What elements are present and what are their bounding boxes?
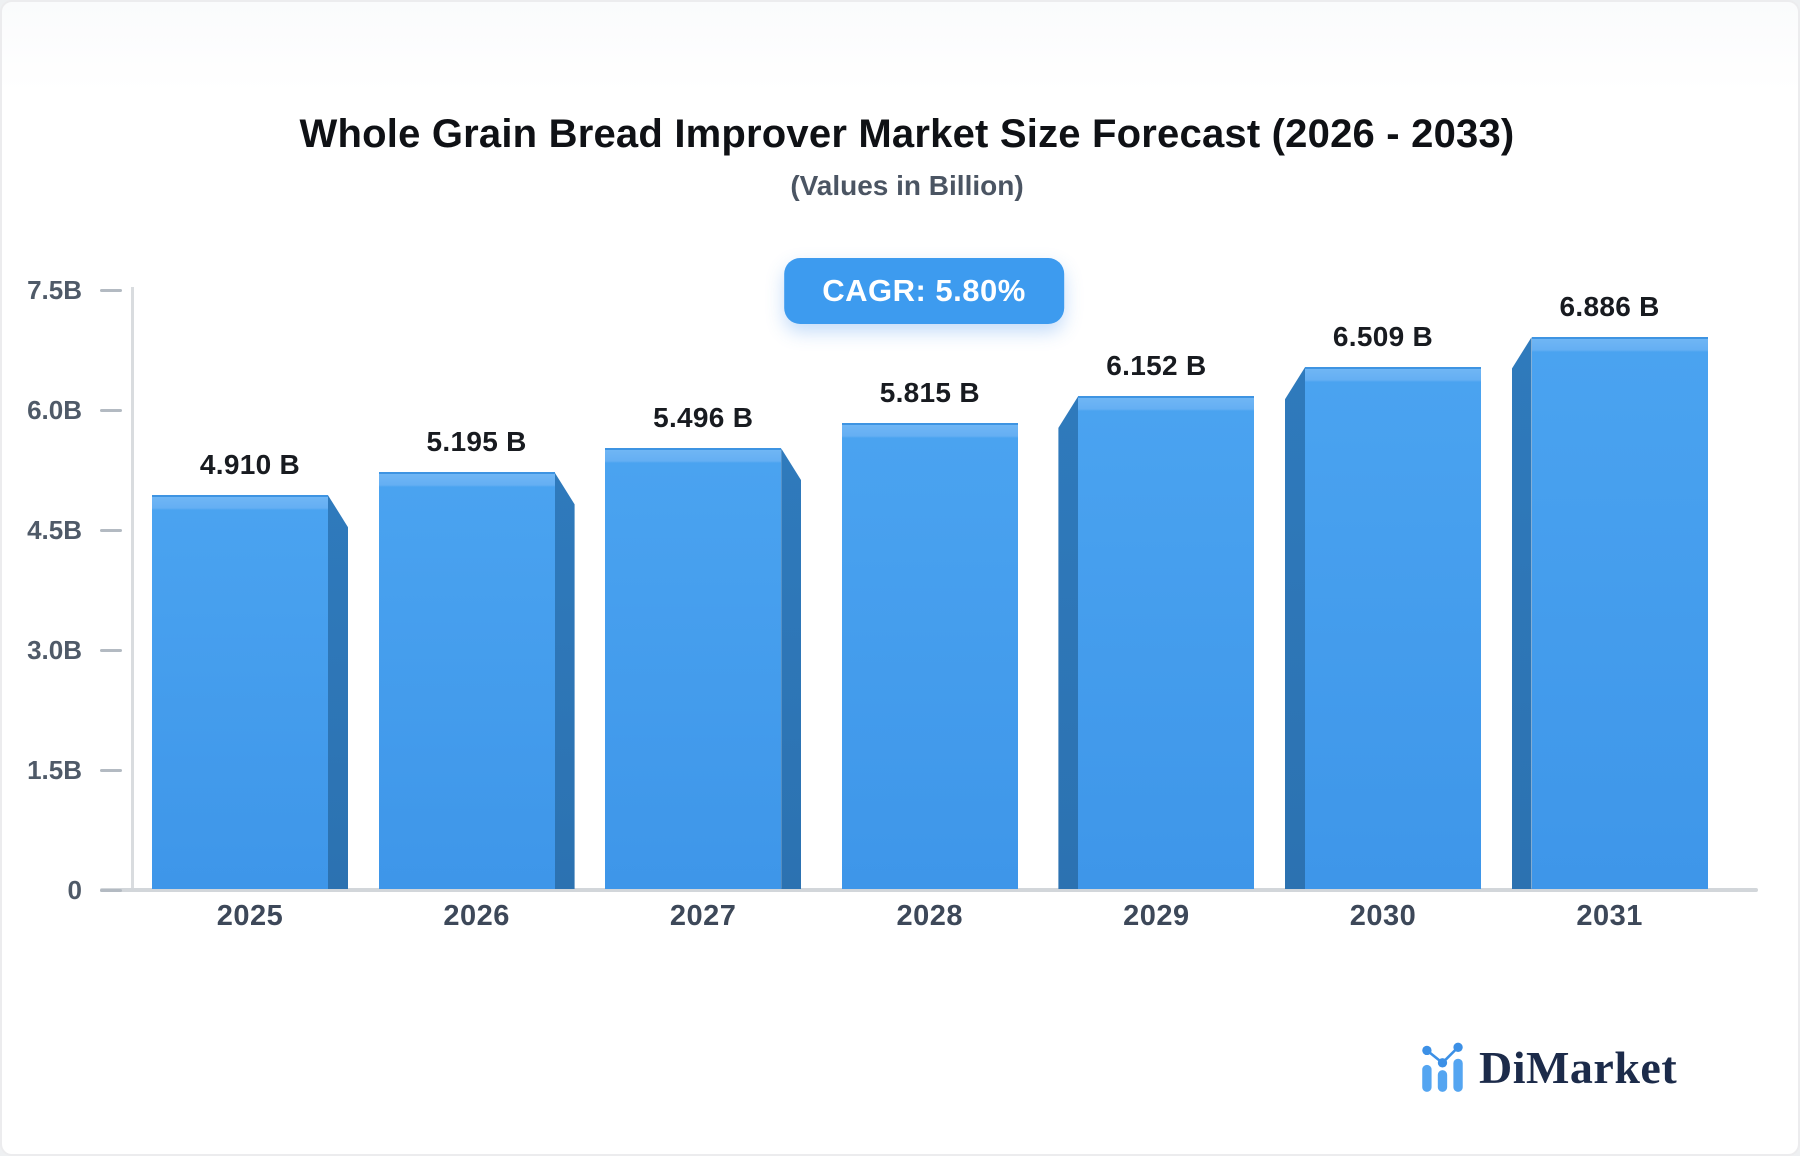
y-axis-line [131, 287, 134, 890]
x-axis-label: 2026 [443, 900, 510, 932]
bar-2029-side-face [1058, 395, 1079, 889]
dimarket-logo-icon [1422, 1042, 1463, 1092]
bar-2026-side-face [554, 472, 575, 889]
bar-2031 [1531, 337, 1708, 889]
bar-2025 [152, 495, 328, 889]
y-axis-tick [100, 288, 122, 292]
chart-subtitle: (Values in Billion) [790, 170, 1024, 201]
bar-2030 [1305, 367, 1481, 889]
y-axis-tick [100, 648, 122, 652]
y-axis-tick-label: 4.5B [27, 515, 82, 545]
bar-2027-side-face [781, 448, 802, 889]
bar-2027 [605, 448, 782, 889]
bar-2031-side-face [1511, 337, 1532, 889]
x-axis-line [100, 888, 1758, 892]
x-axis-label: 2025 [216, 900, 284, 932]
chart-title: Whole Grain Bread Improver Market Size F… [299, 112, 1515, 156]
bar-2026 [378, 472, 555, 889]
x-axis-label: 2027 [669, 900, 737, 932]
y-axis-tick-label: 6.0B [27, 395, 82, 425]
y-axis-tick-label: 3.0B [27, 635, 82, 665]
y-axis-tick [100, 408, 122, 412]
y-axis-tick-label: 0 [67, 875, 82, 905]
bar-value-label: 6.886 B [1559, 291, 1660, 323]
bar-value-label: 5.496 B [653, 402, 754, 434]
y-axis-tick-label: 1.5B [27, 755, 82, 785]
brand-logo: DiMarket [1420, 1040, 1677, 1094]
y-axis-tick [100, 888, 122, 892]
bar-value-label: 6.152 B [1106, 349, 1207, 381]
bar-value-label: 5.195 B [426, 426, 527, 458]
cagr-badge: CAGR: 5.80% [784, 258, 1064, 324]
y-axis-tick [100, 528, 122, 532]
bar-value-label: 5.815 B [879, 376, 980, 408]
y-axis-tick-label: 7.5B [27, 275, 82, 305]
brand-name: DiMarket [1479, 1041, 1678, 1093]
bar-value-label: 6.509 B [1332, 321, 1434, 353]
x-axis-label: 2030 [1349, 900, 1417, 932]
bar-2030-side-face [1285, 367, 1305, 889]
bar-value-label: 4.910 B [199, 449, 301, 481]
bar-2028 [841, 422, 1018, 889]
y-axis-tick [100, 768, 122, 772]
x-axis-label: 2028 [896, 900, 964, 932]
x-axis-label: 2031 [1576, 900, 1643, 932]
x-axis-label: 2029 [1123, 900, 1190, 932]
bar-2029 [1078, 395, 1255, 889]
bar-2025-side-face [328, 495, 348, 889]
